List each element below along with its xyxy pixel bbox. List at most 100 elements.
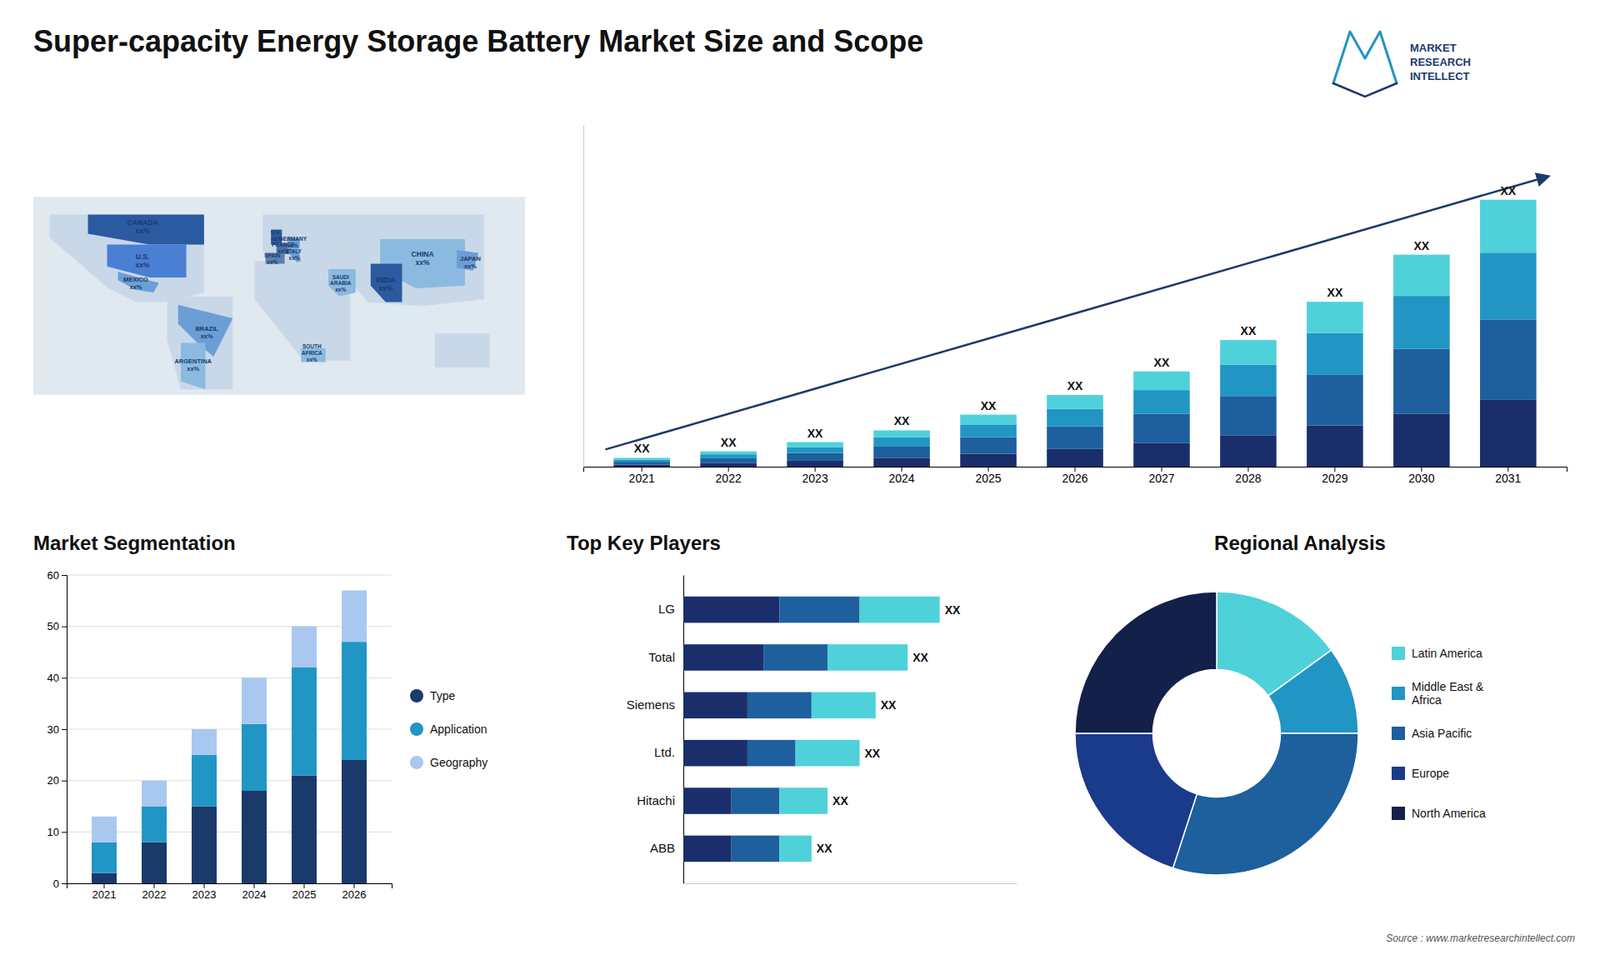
country-label-line: xx% <box>378 284 393 293</box>
y-tick: Hitachi <box>636 793 684 808</box>
y-tick-label: Total <box>648 650 675 665</box>
bar-segment <box>960 437 1017 455</box>
bar-segment <box>141 842 167 884</box>
bar-segment <box>613 465 670 467</box>
bar-segment <box>141 806 167 843</box>
y-tick: 60 <box>47 569 67 582</box>
bar-segment <box>1480 319 1537 400</box>
y-tick-mark <box>61 831 67 833</box>
chart-title: Market Segmentation <box>33 531 236 555</box>
y-tick-mark <box>61 729 67 730</box>
country-label-line: INDIA <box>375 275 395 285</box>
country <box>370 263 403 302</box>
total-label: XX <box>1240 324 1257 338</box>
x-tick-mark <box>204 883 205 889</box>
x-tick: 2029 <box>1321 466 1348 485</box>
country-label: MEXICOxx% <box>123 275 149 290</box>
legend-swatch <box>1391 766 1405 780</box>
legend-label: Type <box>430 689 456 703</box>
bar-segment <box>1480 400 1537 467</box>
y-tick: 30 <box>47 723 67 736</box>
x-tick: 2031 <box>1495 466 1521 485</box>
regional-chart: Regional AnalysisLatin AmericaMiddle Eas… <box>1075 531 1575 945</box>
y-tick-label: 10 <box>47 825 60 839</box>
bar-segment <box>731 787 780 815</box>
country-label: CANADAxx% <box>127 218 159 235</box>
series <box>91 641 367 874</box>
bar-segment <box>779 596 860 624</box>
bar-segment <box>1133 390 1190 414</box>
x-tick-label: 2022 <box>715 471 742 485</box>
x-tick-mark <box>354 883 355 889</box>
slice <box>1172 733 1359 875</box>
x-axis: 202120222023202420252026 <box>67 883 393 901</box>
country-label-line: xx% <box>266 258 278 265</box>
bar-segment <box>860 596 940 624</box>
x-tick-label: 2030 <box>1408 471 1435 485</box>
bar-segment <box>747 740 796 767</box>
y-tick-mark <box>61 575 67 576</box>
bar-segment <box>191 755 217 807</box>
continent <box>255 260 351 361</box>
country-label-line: SAUDI <box>332 273 350 280</box>
legend-label: Application <box>430 722 488 736</box>
bar-segment <box>960 454 1017 467</box>
y-tick: 0 <box>53 877 67 890</box>
page: Super-capacity Energy Storage Battery Ma… <box>0 0 1600 955</box>
country <box>328 269 356 297</box>
x-tick: 2021 <box>629 466 655 485</box>
country-label: SPAINxx% <box>264 252 281 265</box>
legend-swatch <box>1391 686 1405 700</box>
y-tick: 50 <box>47 620 67 633</box>
market-size-chart: 2021202220232024202520262027202820292030… <box>584 125 1568 485</box>
country-label-line: CHINA <box>411 250 435 259</box>
country-label-line: MEXICO <box>123 275 149 283</box>
y-tick-label: ABB <box>650 840 675 855</box>
country-label-line: SOUTH <box>302 343 322 350</box>
y-tick: Siemens <box>626 697 684 712</box>
legend-marker <box>410 722 424 736</box>
bar-segment <box>1306 301 1364 334</box>
bar-segment <box>241 724 267 791</box>
bar-segment <box>1046 409 1104 427</box>
bar-segment <box>873 437 930 447</box>
country <box>180 343 206 390</box>
x-tick-label: 2024 <box>888 471 915 485</box>
country-label-line: xx% <box>464 262 477 270</box>
total-label: XX <box>634 441 650 455</box>
total-label: XX <box>1327 285 1344 300</box>
bar-segment <box>763 644 828 671</box>
y-tick-label: 0 <box>53 877 60 890</box>
total-label: XX <box>720 435 737 450</box>
bar-segment <box>341 641 367 760</box>
logo-text-line: RESEARCH <box>1410 55 1471 69</box>
country-label: U.S.xx% <box>135 252 150 270</box>
x-tick-mark <box>104 883 105 889</box>
country <box>118 271 160 293</box>
bar-segment <box>786 460 844 467</box>
x-tick-label: 2025 <box>975 471 1001 485</box>
y-tick-mark <box>61 677 67 679</box>
bar-segment <box>91 873 117 884</box>
y-tick-label: Ltd. <box>654 745 675 760</box>
legend: Latin AmericaMiddle East &AfricaAsia Pac… <box>1391 646 1486 820</box>
bar-segment <box>731 835 780 863</box>
legend-swatch <box>1391 726 1405 740</box>
bar-segment <box>700 454 757 459</box>
total-label: XX <box>832 794 849 808</box>
x-axis-line <box>684 883 1018 885</box>
country-label-line: xx% <box>289 254 300 260</box>
players-chart: Top Key PlayersLGTotalSiemensLtd.Hitachi… <box>566 531 1018 885</box>
slice <box>1075 591 1217 734</box>
series <box>731 596 860 862</box>
bar-segment <box>873 457 930 467</box>
y-tick: Ltd. <box>654 745 684 760</box>
x-tick: 2023 <box>802 466 829 485</box>
bar-segment <box>786 442 844 448</box>
bar-segment <box>91 842 117 874</box>
x-tick: 2024 <box>242 883 267 901</box>
logo-text-line: INTELLECT <box>1410 70 1470 83</box>
country-label-line: ARABIA <box>330 280 352 286</box>
country-label-line: xx% <box>415 258 430 267</box>
x-tick: 2027 <box>1148 466 1175 485</box>
